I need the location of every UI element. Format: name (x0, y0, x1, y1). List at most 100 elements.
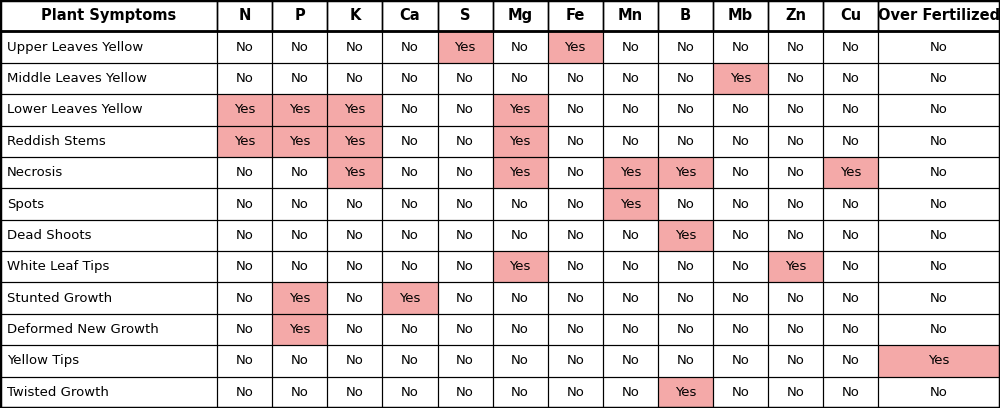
Bar (603, 126, 658, 157)
Text: Yes: Yes (730, 72, 751, 85)
Bar (493, 188, 548, 220)
Bar (493, 94, 548, 126)
Text: No: No (291, 40, 309, 53)
Bar (0, 345, 217, 377)
Text: Necrosis: Necrosis (7, 166, 63, 179)
Bar (217, 314, 272, 345)
Bar (438, 251, 493, 282)
Text: Yes: Yes (234, 135, 255, 148)
Text: Reddish Stems: Reddish Stems (7, 135, 106, 148)
Text: No: No (676, 197, 694, 211)
Bar (0, 0, 217, 31)
Bar (658, 0, 713, 31)
Text: Over Fertilized: Over Fertilized (878, 8, 1000, 23)
Text: No: No (346, 355, 364, 368)
Text: Yes: Yes (344, 103, 366, 116)
Text: White Leaf Tips: White Leaf Tips (7, 260, 109, 273)
Text: No: No (401, 386, 419, 399)
Bar (768, 188, 823, 220)
Bar (603, 188, 658, 220)
Bar (493, 31, 548, 63)
Text: No: No (621, 292, 639, 305)
Bar (548, 282, 603, 314)
Bar (548, 251, 603, 282)
Bar (0, 188, 217, 220)
Bar (713, 251, 768, 282)
Bar (658, 126, 713, 157)
Text: No: No (236, 355, 254, 368)
Bar (327, 282, 382, 314)
Bar (603, 220, 658, 251)
Text: Yellow Tips: Yellow Tips (7, 355, 79, 368)
Bar (217, 0, 272, 31)
Bar (878, 377, 1000, 408)
Bar (327, 0, 382, 31)
Bar (382, 345, 438, 377)
Text: Yes: Yes (509, 166, 531, 179)
Text: Yes: Yes (289, 323, 310, 336)
Bar (438, 282, 493, 314)
Bar (658, 31, 713, 63)
Bar (438, 345, 493, 377)
Text: No: No (511, 292, 529, 305)
Bar (0, 282, 217, 314)
Bar (878, 220, 1000, 251)
Text: No: No (346, 197, 364, 211)
Bar (823, 282, 878, 314)
Bar (217, 188, 272, 220)
Text: B: B (680, 8, 691, 23)
Bar (217, 377, 272, 408)
Text: Yes: Yes (289, 135, 310, 148)
Bar (658, 282, 713, 314)
Text: Yes: Yes (785, 260, 806, 273)
Text: No: No (787, 166, 804, 179)
Bar (603, 157, 658, 188)
Bar (327, 94, 382, 126)
Bar (438, 157, 493, 188)
Bar (382, 220, 438, 251)
Bar (878, 282, 1000, 314)
Bar (878, 251, 1000, 282)
Text: No: No (842, 197, 860, 211)
Text: No: No (566, 103, 584, 116)
Bar (603, 188, 658, 220)
Bar (272, 94, 327, 126)
Text: No: No (511, 72, 529, 85)
Text: No: No (456, 292, 474, 305)
Text: Yes: Yes (344, 166, 366, 179)
Text: No: No (842, 72, 860, 85)
Bar (548, 188, 603, 220)
Bar (382, 314, 438, 345)
Text: Yes: Yes (344, 135, 366, 148)
Bar (438, 188, 493, 220)
Bar (713, 0, 768, 31)
Text: No: No (842, 229, 860, 242)
Text: No: No (401, 72, 419, 85)
Bar (823, 282, 878, 314)
Text: No: No (236, 40, 254, 53)
Bar (713, 345, 768, 377)
Bar (272, 126, 327, 157)
Text: No: No (511, 323, 529, 336)
Bar (548, 157, 603, 188)
Bar (493, 251, 548, 282)
Text: No: No (621, 135, 639, 148)
Text: No: No (346, 260, 364, 273)
Bar (548, 157, 603, 188)
Text: No: No (236, 260, 254, 273)
Bar (0, 0, 217, 31)
Bar (438, 31, 493, 63)
Text: No: No (566, 72, 584, 85)
Bar (217, 157, 272, 188)
Bar (0, 126, 217, 157)
Bar (548, 345, 603, 377)
Text: No: No (676, 135, 694, 148)
Bar (713, 220, 768, 251)
Text: No: No (621, 72, 639, 85)
Bar (0, 126, 217, 157)
Bar (548, 94, 603, 126)
Bar (658, 94, 713, 126)
Bar (493, 126, 548, 157)
Bar (878, 314, 1000, 345)
Text: Twisted Growth: Twisted Growth (7, 386, 109, 399)
